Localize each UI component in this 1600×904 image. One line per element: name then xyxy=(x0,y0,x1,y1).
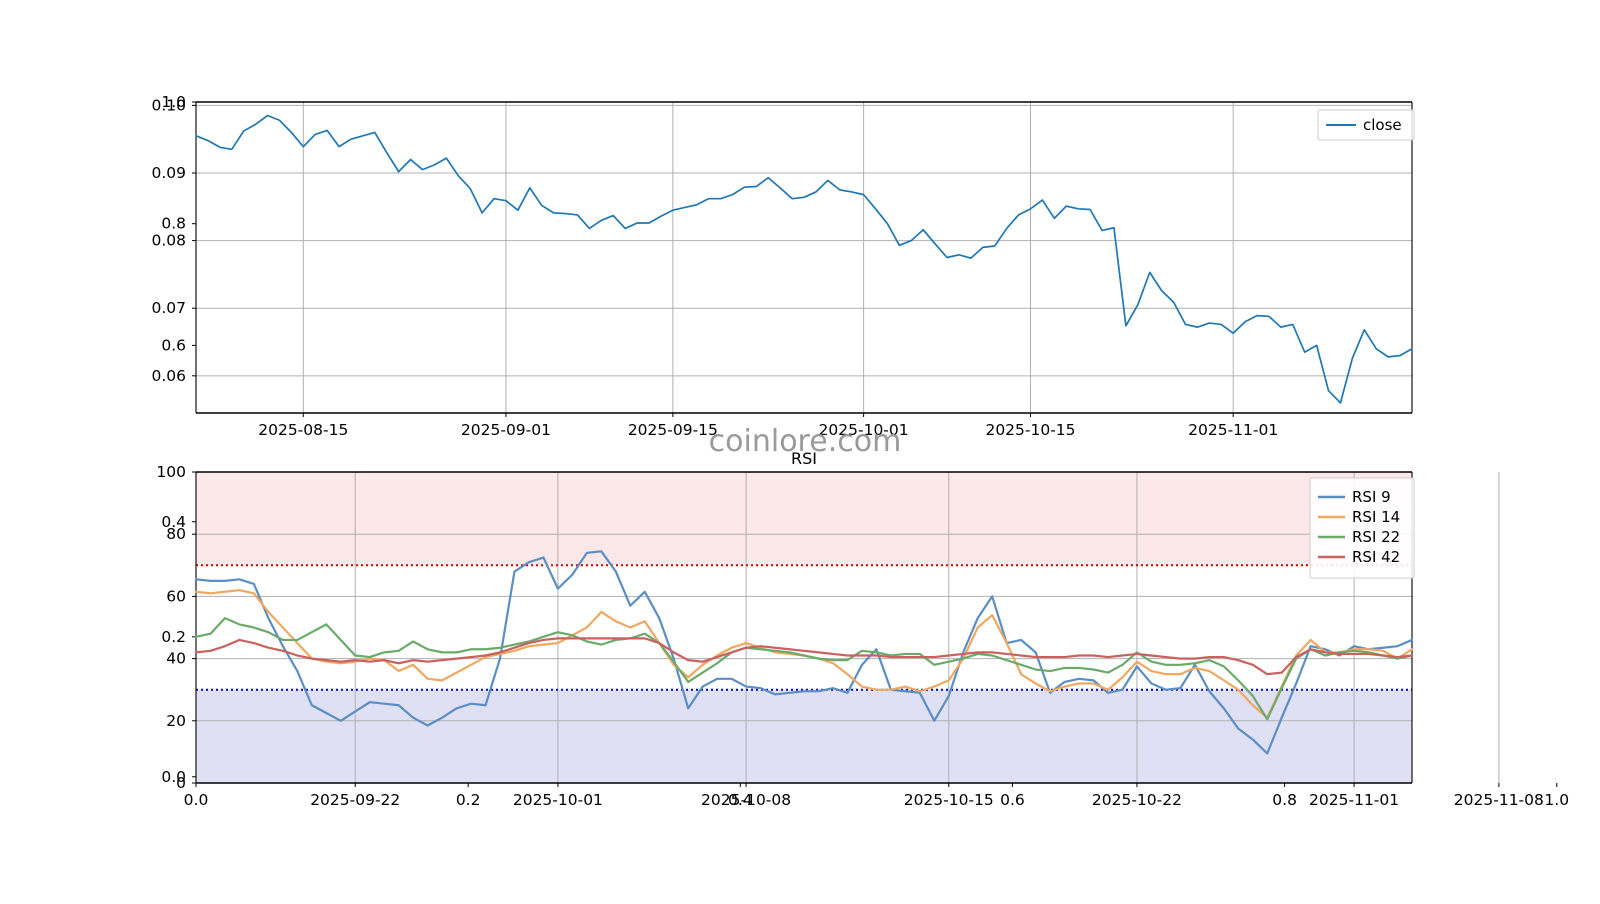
rsi-legend[interactable]: RSI 9 RSI 14 RSI 22 RSI 42 xyxy=(1309,477,1415,579)
rsi-series-rsi-9 xyxy=(194,550,1414,755)
rsi-secondary-ytick-label: 0.0 xyxy=(161,768,186,786)
price-ytick-label: 0.06 xyxy=(151,367,186,385)
rsi-secondary-xtick-label: 0.4 xyxy=(728,791,753,809)
rsi-series-rsi-22 xyxy=(194,617,1414,721)
price-xtick-label: 2025-08-15 xyxy=(258,421,348,439)
rsi-xtick-label: 2025-10-01 xyxy=(513,791,603,809)
rsi-secondary-xtick-label: 0.6 xyxy=(1000,791,1025,809)
price-xtick-label: 2025-11-01 xyxy=(1188,421,1278,439)
price-xtick-label: 2025-10-15 xyxy=(985,421,1075,439)
rsi-ytick-label: 60 xyxy=(166,587,186,605)
rsi-xtick-label: 2025-10-08 xyxy=(701,791,791,809)
rsi-xtick-label: 2025-11-01 xyxy=(1309,791,1399,809)
rsi-panel-title: RSI xyxy=(791,449,817,468)
price-legend-label-close: close xyxy=(1363,116,1402,134)
price-ytick-label: 0.07 xyxy=(151,299,186,317)
rsi-secondary-xtick-label: 0.2 xyxy=(456,791,481,809)
price-xtick-label: 2025-10-01 xyxy=(819,421,909,439)
rsi-xtick-label: 2025-10-15 xyxy=(904,791,994,809)
price-secondary-ytick-label: 0.8 xyxy=(161,215,186,233)
rsi-legend-label-rsi-9: RSI 9 xyxy=(1352,488,1391,506)
price-ytick-label: 0.08 xyxy=(151,232,186,250)
rsi-legend-box xyxy=(1309,477,1415,579)
rsi-ytick-label: 80 xyxy=(166,525,186,543)
rsi-legend-label-rsi-14: RSI 14 xyxy=(1352,508,1400,526)
price-legend-box xyxy=(1317,109,1415,141)
price-plot-background xyxy=(196,102,1412,413)
price-secondary-ytick-label: 1.0 xyxy=(161,93,186,111)
rsi-series-rsi-42 xyxy=(194,637,1414,676)
rsi-ytick-label: 20 xyxy=(166,712,186,730)
rsi-secondary-xtick-label: 0.8 xyxy=(1272,791,1297,809)
price-ytick-label: 0.09 xyxy=(151,164,186,182)
price-secondary-ytick-label: 0.6 xyxy=(161,336,186,354)
rsi-secondary-xtick-label: 1.0 xyxy=(1544,791,1569,809)
price-series-close xyxy=(195,114,1413,404)
price-xtick-label: 2025-09-01 xyxy=(461,421,551,439)
rsi-xtick-label: 2025-11-08 xyxy=(1454,791,1544,809)
rsi-secondary-ytick-label: 0.4 xyxy=(161,513,186,531)
rsi-ytick-label: 0 xyxy=(176,774,186,792)
price-xtick-label: 2025-09-15 xyxy=(628,421,718,439)
rsi-legend-label-rsi-42: RSI 42 xyxy=(1352,548,1400,566)
price-panel: 0.10 0.09 0.08 0.07 0.06 1.0 0.8 0.6 2025-08-15 2… xyxy=(151,93,1413,439)
rsi-xtick-label: 2025-10-22 xyxy=(1092,791,1182,809)
rsi-secondary-xtick-label: 0.0 xyxy=(184,791,209,809)
rsi-ytick-label: 40 xyxy=(166,650,186,668)
rsi-secondary-ytick-label: 0.2 xyxy=(161,628,186,646)
rsi-overbought-band xyxy=(196,472,1412,566)
rsi-xtick-label: 2025-09-22 xyxy=(310,791,400,809)
rsi-legend-label-rsi-22: RSI 22 xyxy=(1352,528,1400,546)
price-ytick-label: 0.10 xyxy=(151,96,186,114)
price-legend[interactable]: close xyxy=(1317,109,1415,141)
rsi-panel: 100 80 60 40 20 0 0.4 0.2 0.0 2025-09-22 2025-10-0… xyxy=(156,463,1569,809)
watermark: coinlore.com xyxy=(709,424,902,459)
rsi-ytick-label: 100 xyxy=(156,463,186,481)
